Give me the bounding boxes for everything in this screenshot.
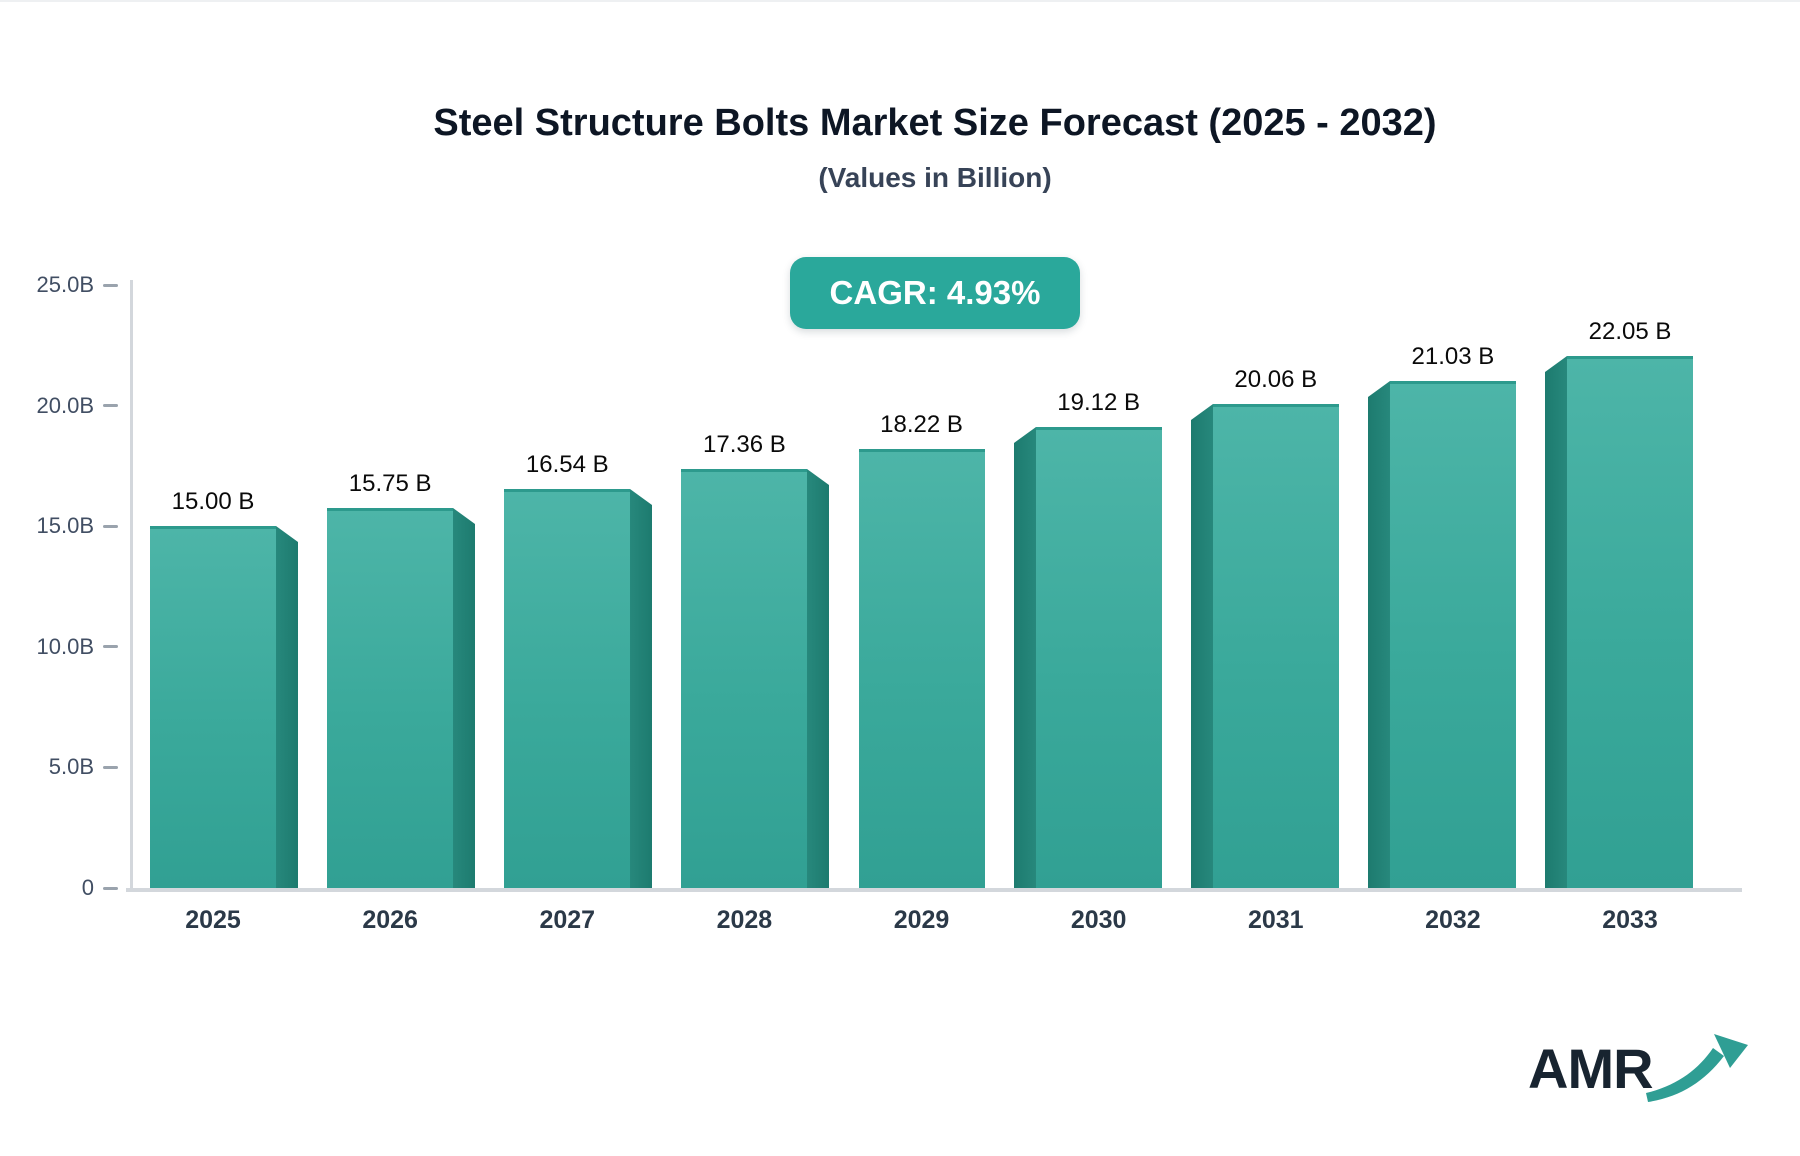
y-tick-label: 10.0B: [36, 633, 95, 659]
bar-side-face: [1545, 356, 1567, 888]
x-axis-line: [126, 888, 1742, 892]
bar-face[interactable]: [1567, 356, 1693, 888]
bar-side-face: [276, 526, 298, 888]
y-tick-label: 5.0B: [48, 754, 94, 780]
x-axis-label: 2025: [185, 906, 241, 934]
y-tick-dash: [103, 645, 118, 649]
x-axis-label: 2032: [1425, 906, 1481, 934]
bar-side-face: [630, 489, 653, 888]
bar-face[interactable]: [1389, 381, 1516, 888]
bar-face[interactable]: [1035, 427, 1162, 888]
bar-value-label: 18.22 B: [880, 411, 963, 438]
bar-side-face: [1367, 381, 1390, 888]
growth-arrow-icon: [1646, 1034, 1748, 1102]
bar-value-label: 15.75 B: [348, 470, 432, 497]
y-tick-dash: [103, 524, 118, 528]
x-axis-label: 2031: [1247, 906, 1304, 934]
bar-value-label: 15.00 B: [171, 488, 255, 515]
y-tick-label: 0: [81, 875, 94, 900]
bar-face[interactable]: [858, 449, 985, 888]
y-tick-dash: [103, 765, 118, 769]
y-tick-label: 15.0B: [36, 513, 95, 539]
bar-side-face: [453, 508, 476, 888]
y-tick-dash: [103, 283, 118, 287]
x-axis-label: 2033: [1602, 906, 1658, 934]
bar-value-label: 20.06 B: [1234, 366, 1318, 393]
y-axis-line: [130, 280, 133, 890]
bar-face[interactable]: [681, 469, 808, 888]
bar-face[interactable]: [1212, 404, 1339, 888]
cagr-badge-row: CAGR: 4.93%: [70, 257, 1800, 329]
bar-face[interactable]: [504, 489, 631, 888]
y-tick-label: 25.0B: [36, 272, 95, 297]
x-axis-label: 2029: [893, 906, 950, 934]
bar-value-label: 22.05 B: [1588, 318, 1672, 345]
cagr-badge: CAGR: 4.93%: [789, 257, 1081, 329]
x-axis-label: 2030: [1070, 906, 1127, 934]
bar-side-face: [807, 469, 830, 888]
bar-face[interactable]: [327, 508, 454, 888]
y-tick-dash: [103, 404, 118, 408]
bar-value-label: 21.03 B: [1411, 343, 1495, 370]
brand-logo: AMR: [1528, 1030, 1748, 1120]
x-axis-label: 2026: [362, 906, 418, 934]
bar-side-face: [1190, 404, 1213, 888]
chart-subtitle: (Values in Billion): [818, 162, 1052, 193]
bar-side-face: [1013, 427, 1036, 888]
y-tick-label: 20.0B: [36, 392, 95, 418]
bar-face[interactable]: [150, 526, 276, 888]
bar-value-label: 17.36 B: [703, 431, 786, 458]
x-axis-label: 2028: [716, 906, 773, 934]
y-tick-dash: [103, 886, 118, 890]
plot-area: 15.00 B 15.75 B 16.54 B 17.36 B 18.22 B 19.12…: [134, 285, 1770, 888]
x-axis-label: 2027: [539, 906, 596, 934]
bar-value-label: 16.54 B: [525, 451, 609, 478]
chart-title: Steel Structure Bolts Market Size Foreca…: [433, 102, 1437, 144]
bar-value-label: 19.12 B: [1057, 389, 1140, 416]
brand-logo-text: AMR: [1528, 1037, 1654, 1100]
